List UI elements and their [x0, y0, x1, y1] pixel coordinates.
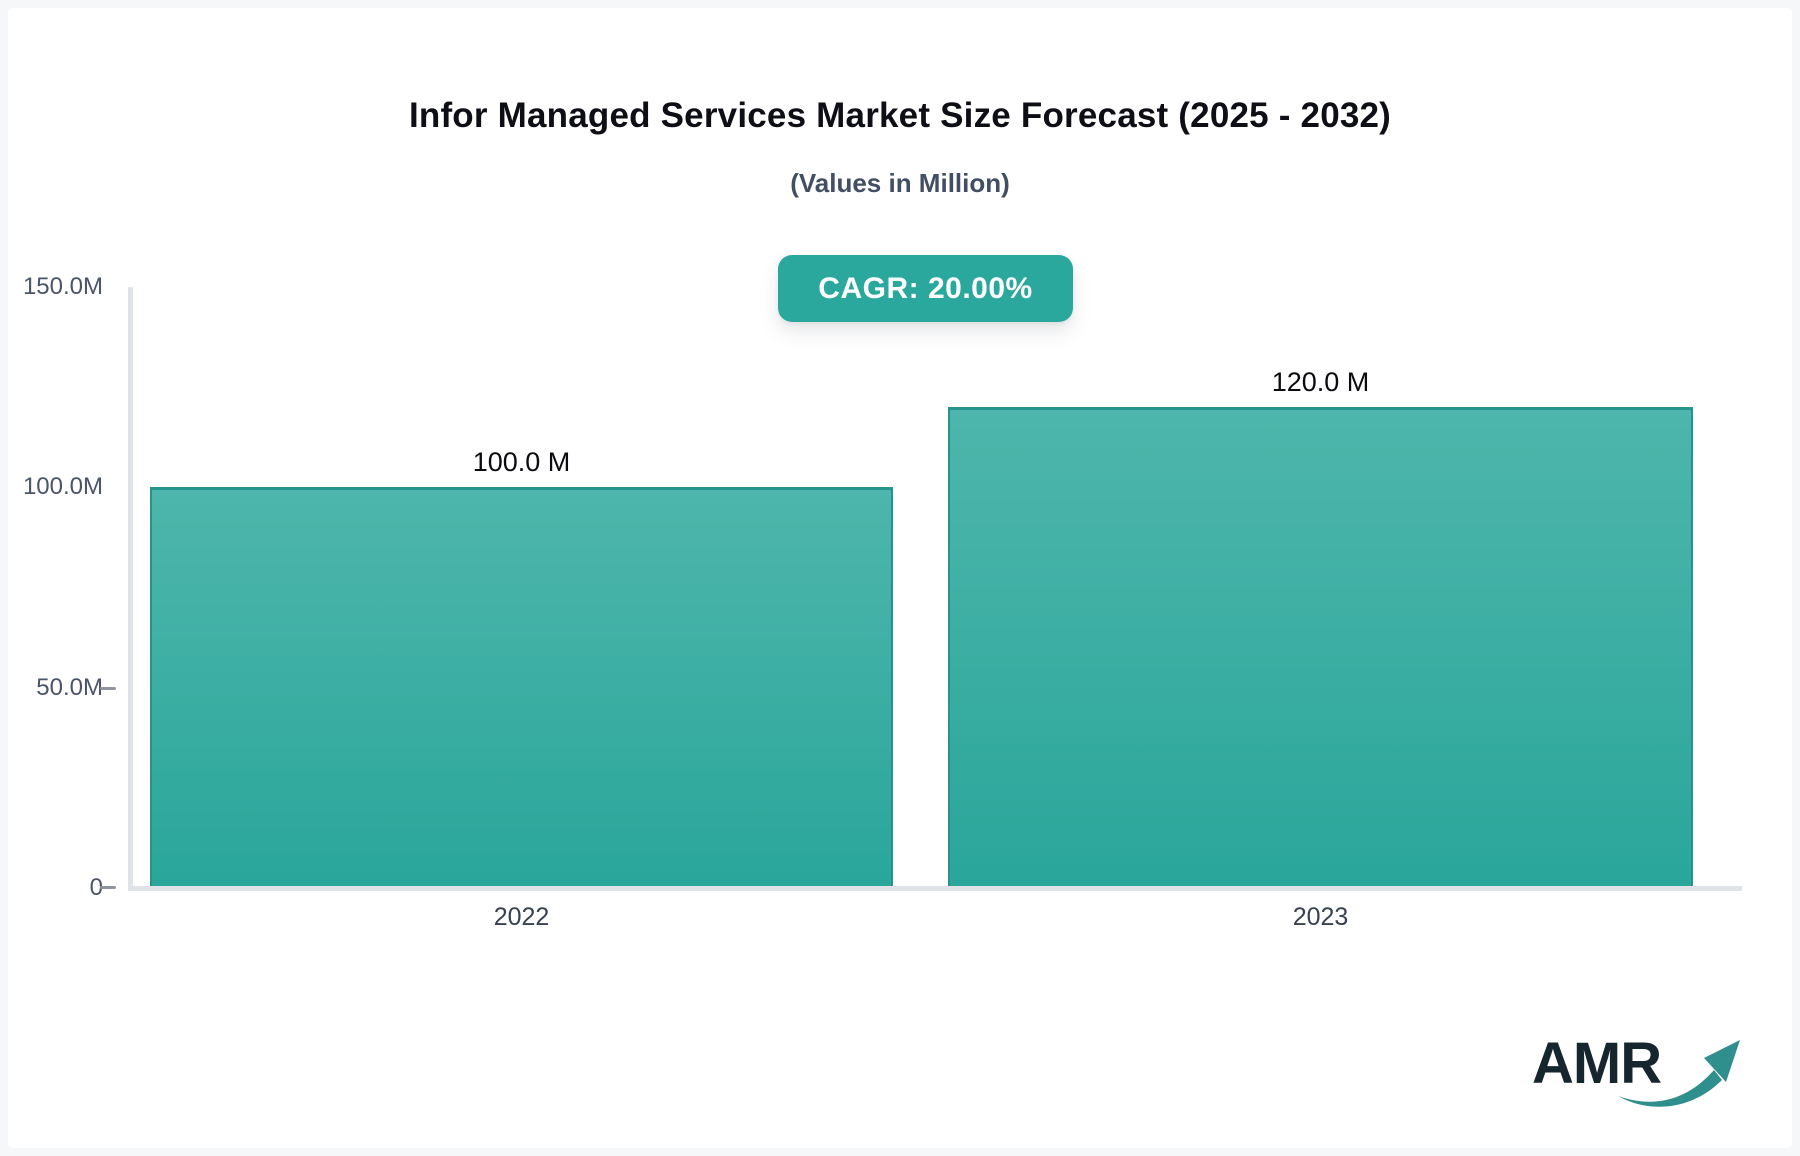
y-axis-tick-label: 100.0M [22, 473, 103, 500]
amr-logo-text: AMR [1532, 1031, 1662, 1096]
chart-subtitle: (Values in Million) [790, 168, 1010, 198]
y-axis-line [128, 287, 133, 888]
cagr-badge: CAGR: 20.00% [778, 255, 1073, 322]
y-axis-tick-label: 50.0M [36, 674, 103, 701]
bar-2022 [150, 486, 893, 886]
bar-value-label: 120.0 M [1271, 366, 1370, 397]
y-axis-tick-mark [100, 687, 116, 690]
y-axis-tick-label: 150.0M [22, 273, 103, 300]
x-axis-tick-label: 2023 [1292, 903, 1349, 931]
amr-logo: AMR [1532, 1032, 1752, 1118]
bar-value-label: 100.0 M [472, 446, 571, 477]
x-axis-tick-label: 2022 [493, 903, 550, 931]
y-axis-tick-mark [100, 886, 116, 889]
x-axis-line [128, 886, 1742, 891]
bar-2023 [948, 406, 1693, 886]
amr-logo-arrow-icon [1618, 1040, 1740, 1107]
chart-title: Infor Managed Services Market Size Forec… [408, 96, 1392, 135]
y-axis-tick-label: 0 [89, 874, 103, 901]
